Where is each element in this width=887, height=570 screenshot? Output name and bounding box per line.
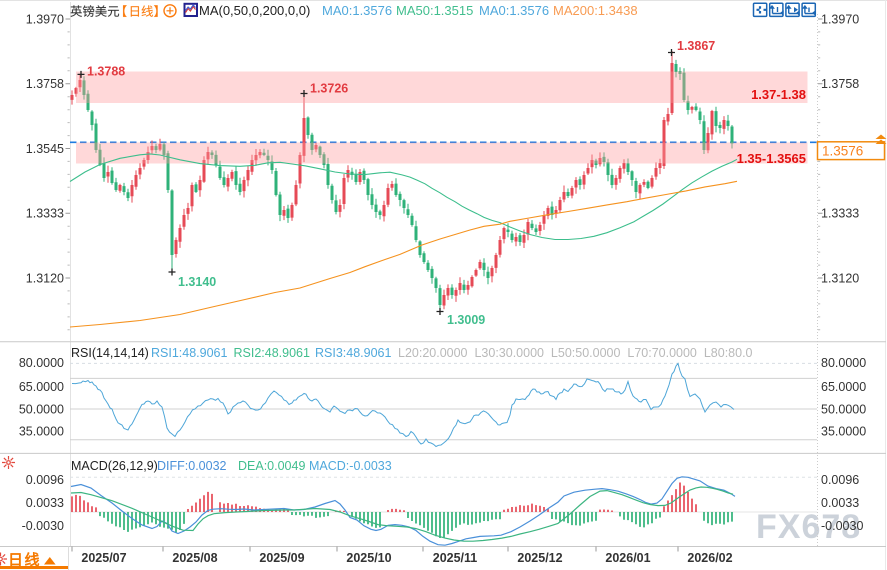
svg-text:FX678: FX678 xyxy=(756,508,861,546)
svg-text:1.3120: 1.3120 xyxy=(821,271,859,285)
svg-text:2025/07: 2025/07 xyxy=(81,551,126,565)
svg-text:65.0000: 65.0000 xyxy=(821,380,866,394)
svg-text:1.3120: 1.3120 xyxy=(26,271,64,285)
svg-text:1.3788: 1.3788 xyxy=(87,65,125,79)
svg-text:0.0033: 0.0033 xyxy=(821,496,859,510)
svg-text:0.0096: 0.0096 xyxy=(821,473,859,487)
svg-text:1.3333: 1.3333 xyxy=(821,207,859,221)
svg-text:1.3545: 1.3545 xyxy=(26,142,64,156)
svg-text:MA200:1.3438: MA200:1.3438 xyxy=(553,3,638,18)
svg-text:RSI3:48.9061: RSI3:48.9061 xyxy=(315,346,391,360)
svg-text:MACD(26,12,9): MACD(26,12,9) xyxy=(71,459,158,473)
svg-text:RSI2:48.9061: RSI2:48.9061 xyxy=(234,346,310,360)
svg-text:1.3758: 1.3758 xyxy=(26,77,64,91)
svg-text:2025/12: 2025/12 xyxy=(517,551,562,565)
svg-text:1.3140: 1.3140 xyxy=(178,275,216,289)
svg-text:1.3333: 1.3333 xyxy=(26,207,64,221)
svg-text:MA(0,50,0,200,0,0): MA(0,50,0,200,0,0) xyxy=(199,3,310,18)
svg-text:1.3970: 1.3970 xyxy=(821,12,859,26)
svg-text:1.3970: 1.3970 xyxy=(26,12,64,26)
svg-text:2025/09: 2025/09 xyxy=(259,551,304,565)
svg-text:L20:20.0000 L30:30.0000 L50:: L20:20.0000 L30:30.0000 L50:50.0000 L70:… xyxy=(398,346,753,360)
svg-text:1.3009: 1.3009 xyxy=(447,313,485,327)
svg-text:80.0000: 80.0000 xyxy=(821,356,866,370)
svg-text:DEA:0.0049: DEA:0.0049 xyxy=(238,459,305,473)
svg-text:-0.0030: -0.0030 xyxy=(821,519,863,533)
svg-text:0.0096: 0.0096 xyxy=(26,473,64,487)
svg-text:0.0033: 0.0033 xyxy=(26,496,64,510)
svg-text:80.0000: 80.0000 xyxy=(19,356,64,370)
svg-text:50.0000: 50.0000 xyxy=(19,402,64,416)
svg-text:2025/10: 2025/10 xyxy=(346,551,391,565)
svg-text:65.0000: 65.0000 xyxy=(19,380,64,394)
svg-text:RSI1:48.9061: RSI1:48.9061 xyxy=(151,346,227,360)
svg-text:MA50:1.3515: MA50:1.3515 xyxy=(396,3,473,18)
svg-text:35.0000: 35.0000 xyxy=(19,425,64,439)
svg-text:1.3867: 1.3867 xyxy=(677,39,715,53)
svg-text:2026/02: 2026/02 xyxy=(687,551,732,565)
svg-text:2026/01: 2026/01 xyxy=(605,551,650,565)
svg-text:MACD:-0.0033: MACD:-0.0033 xyxy=(309,459,392,473)
svg-text:1.3726: 1.3726 xyxy=(310,82,348,96)
svg-text:1.35-1.3565: 1.35-1.3565 xyxy=(737,151,806,166)
svg-text:1.3576: 1.3576 xyxy=(822,144,863,159)
svg-text:1.3758: 1.3758 xyxy=(821,77,859,91)
svg-text:DIFF:0.0032: DIFF:0.0032 xyxy=(157,459,227,473)
svg-text:-0.0030: -0.0030 xyxy=(22,519,64,533)
svg-text:35.0000: 35.0000 xyxy=(821,425,866,439)
svg-text:1.37-1.38: 1.37-1.38 xyxy=(751,87,806,102)
svg-text:MA0:1.3576: MA0:1.3576 xyxy=(322,3,392,18)
svg-text:2025/11: 2025/11 xyxy=(433,551,478,565)
svg-text:50.0000: 50.0000 xyxy=(821,402,866,416)
svg-text:MA0:1.3576: MA0:1.3576 xyxy=(479,3,549,18)
svg-text:2025/08: 2025/08 xyxy=(172,551,217,565)
svg-text:RSI(14,14,14): RSI(14,14,14) xyxy=(71,346,149,360)
